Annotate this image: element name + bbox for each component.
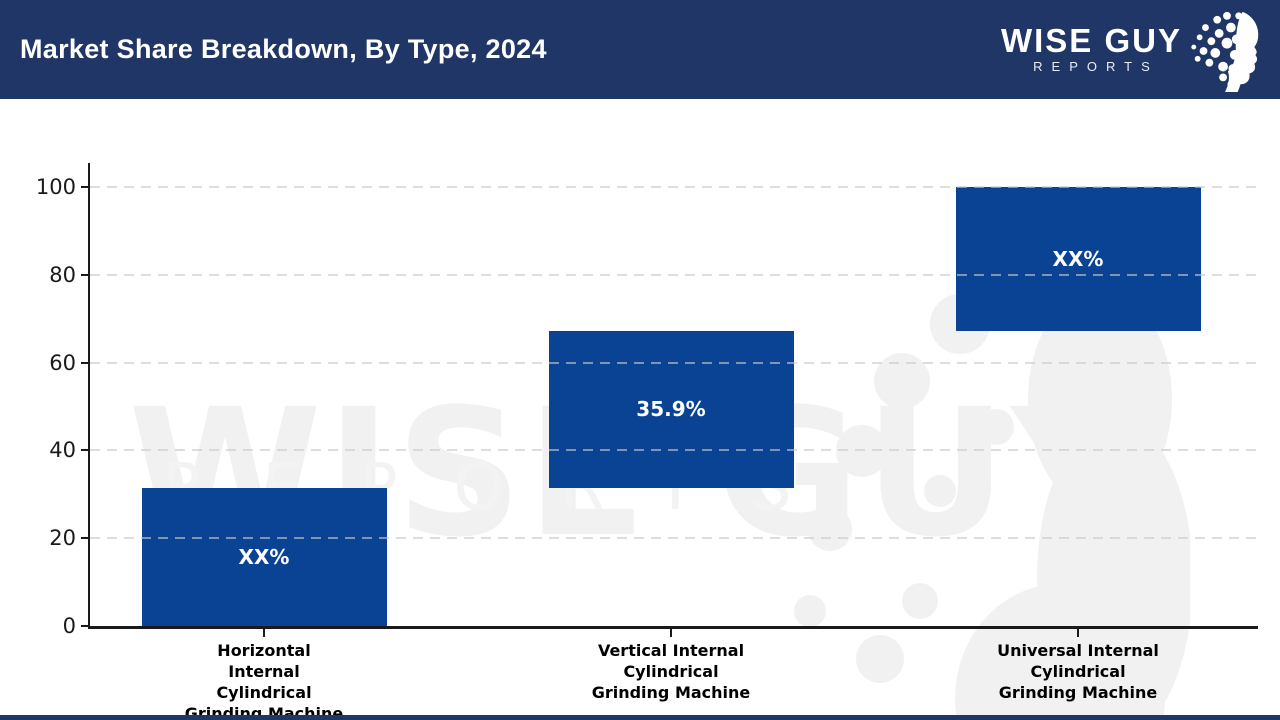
y-tick-mark — [81, 186, 89, 188]
gridline-y-40 — [90, 449, 1256, 452]
bar-value-label: XX% — [238, 545, 290, 570]
x-category-label-line: Cylindrical — [1030, 662, 1126, 681]
x-category-label: Universal Internal Cylindrical Grinding Ma… — [918, 640, 1238, 703]
bar-value-label: 35.9% — [636, 397, 706, 422]
footer-bar — [0, 715, 1280, 720]
page-title: Market Share Breakdown, By Type, 2024 — [20, 34, 547, 64]
x-category-label-line: Grinding Machine — [591, 683, 751, 702]
y-tick-mark — [81, 273, 89, 276]
y-tick-mark — [81, 361, 89, 364]
y-tick-mark — [81, 449, 89, 452]
x-tick-mark — [1077, 629, 1079, 637]
wise-guy-reports-logo: WISE GUY REPORTS — [1001, 8, 1266, 92]
x-category-label-line: Grinding Machine — [184, 704, 344, 716]
y-tick-label: 40 — [49, 438, 76, 463]
x-category-label: Horizontal Internal Cylindrical Grinding Ma… — [104, 640, 424, 716]
x-category-label-line: Horizontal — [217, 641, 311, 660]
gridline-y-80 — [90, 273, 1256, 276]
x-category-label: Vertical Internal Cylindrical Grinding Mac… — [511, 640, 831, 703]
logo-brand-subtitle: REPORTS — [1033, 59, 1159, 75]
y-tick-mark — [81, 625, 89, 627]
bar-value-label: XX% — [1052, 246, 1104, 271]
logo-face-icon — [1191, 11, 1259, 92]
x-category-label-line: Grinding Machine — [998, 683, 1158, 702]
y-tick-label: 0 — [62, 614, 76, 638]
x-category-label-line: Cylindrical — [623, 662, 719, 681]
x-category-label-line: Internal — [228, 662, 300, 681]
x-tick-mark — [263, 629, 265, 637]
x-category-label-line: Cylindrical — [216, 683, 312, 702]
x-axis-line — [88, 626, 1258, 629]
logo-text: WISE GUY REPORTS — [1001, 24, 1182, 74]
y-tick-label: 20 — [49, 526, 76, 551]
header-bar: Market Share Breakdown, By Type, 2024 WI… — [0, 0, 1280, 99]
y-tick-mark — [81, 537, 89, 540]
y-tick-label: 80 — [49, 262, 76, 287]
bar-segment: XX% — [955, 187, 1201, 331]
x-category-label-line: Vertical Internal — [597, 641, 745, 660]
x-category-label-line: Universal Internal — [997, 641, 1159, 660]
x-tick-mark — [670, 629, 672, 637]
gridline-y-60 — [90, 361, 1256, 364]
y-axis-line — [88, 163, 90, 629]
bar-segment: XX% — [141, 488, 387, 626]
y-tick-label: 100 — [35, 175, 76, 199]
logo-brand-name: WISE GUY — [1000, 22, 1182, 60]
chart-canvas: WISE GUY REPORTS 0 20 40 60 80 100 XX% 35.9% XX%… — [0, 99, 1280, 716]
bar-segment: 35.9% — [548, 330, 794, 489]
y-tick-label: 60 — [49, 350, 76, 375]
gridline-y-20 — [90, 537, 1256, 540]
gridline-y-100 — [90, 186, 1256, 188]
